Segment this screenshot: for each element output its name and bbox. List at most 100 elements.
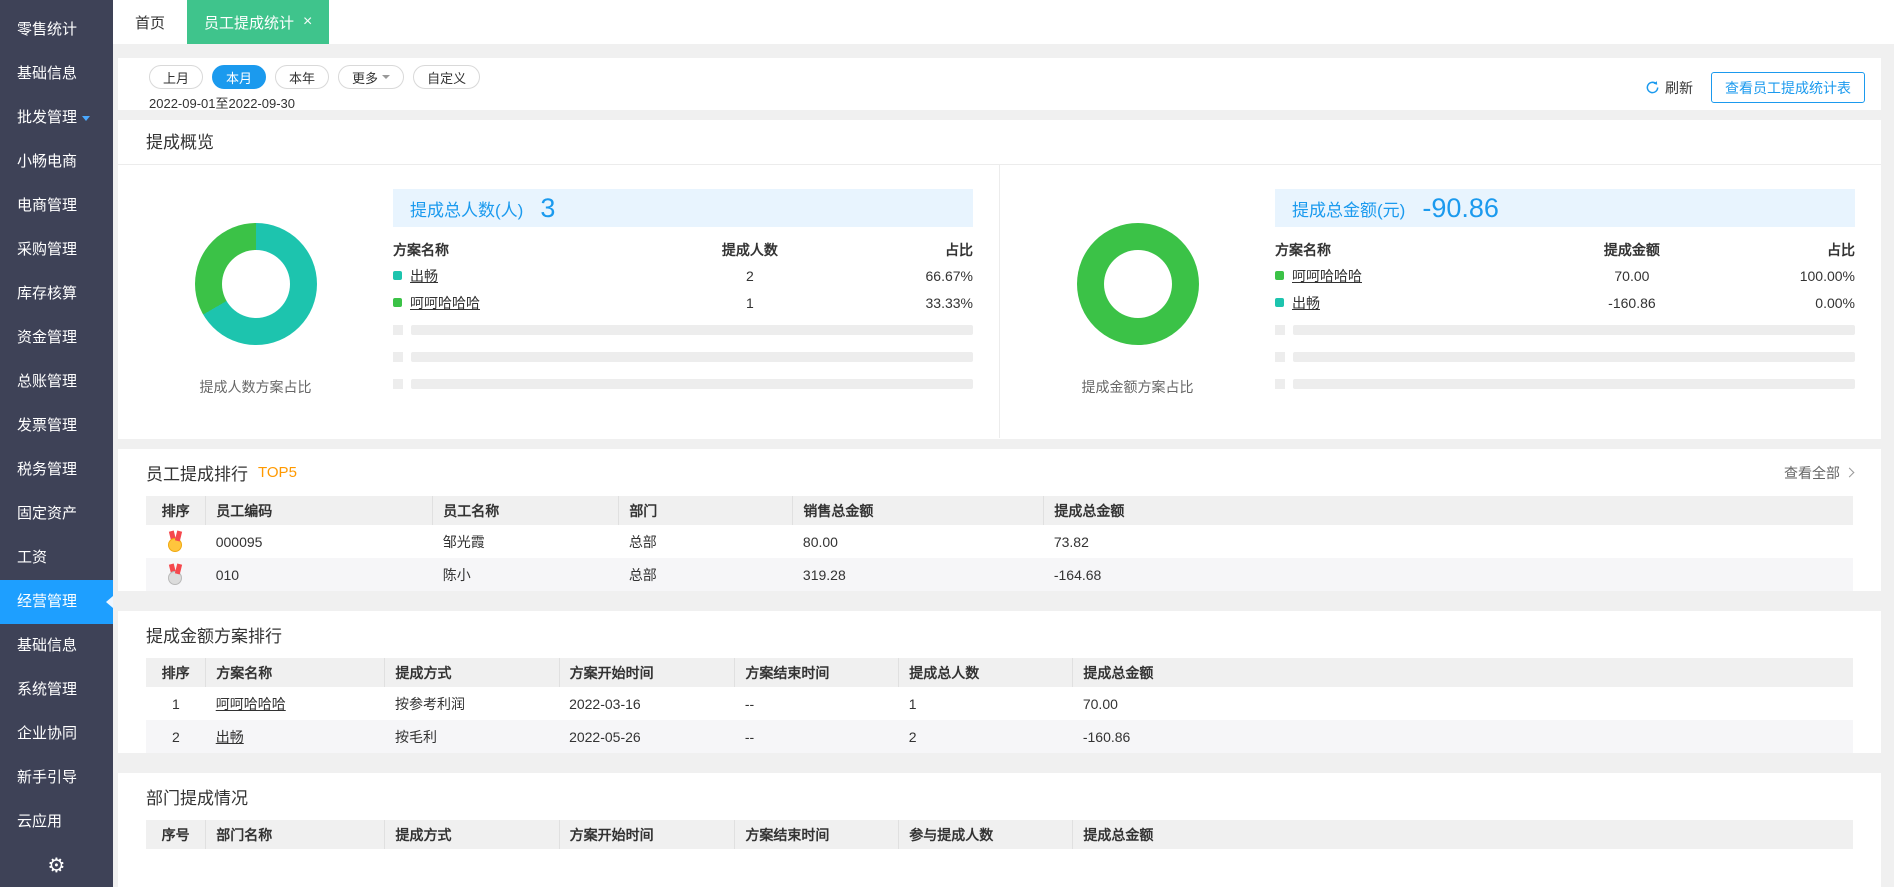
close-icon[interactable]: × [303, 13, 313, 30]
table-row: 呵呵哈哈哈 1 33.33% [393, 289, 973, 316]
plan-name-cell: 呵呵哈哈哈 [206, 687, 385, 720]
total-amount-cell: -160.86 [1072, 720, 1853, 753]
department-cell: 总部 [628, 533, 657, 550]
plan-link[interactable]: 出畅 [1292, 294, 1320, 311]
plan-name-cell: 呵呵哈哈哈 [393, 293, 676, 313]
last-month-button[interactable]: 上月 [149, 65, 204, 89]
plan-link[interactable]: 出畅 [215, 728, 244, 745]
period-buttons: 上月 本月 本年 更多 自定义 [149, 65, 481, 89]
sidebar-item-enterprise-collab[interactable]: 企业协同 [17, 725, 78, 742]
people-count-cell: 2 [746, 267, 754, 284]
more-button[interactable]: 更多 [338, 65, 405, 89]
plan-start-cell: 2022-05-26 [559, 720, 735, 753]
header-plan-end: 方案结束时间 [734, 820, 900, 849]
plan-link[interactable]: 呵呵哈哈哈 [1292, 267, 1362, 284]
plan-link[interactable]: 出畅 [410, 267, 438, 284]
employee-code-cell: 010 [205, 558, 433, 591]
sidebar-item-xiaochang-ecommerce[interactable]: 小畅电商 [17, 153, 78, 170]
silver-medal-icon [167, 564, 184, 585]
header-plan-name: 方案名称 [1275, 241, 1331, 258]
plan-ranking-title: 提成金额方案排行 [146, 627, 282, 646]
sidebar-item-funds-mgmt[interactable]: 资金管理 [17, 329, 78, 346]
view-commission-report-button[interactable]: 查看员工提成统计表 [1711, 72, 1865, 103]
total-commission-cell: 73.82 [1053, 533, 1089, 550]
date-range-text: 2022-09-01至2022-09-30 [149, 96, 295, 111]
refresh-button[interactable]: 刷新 [1645, 78, 1693, 98]
sidebar-item-tax-mgmt[interactable]: 税务管理 [17, 461, 78, 478]
refresh-label: 刷新 [1665, 79, 1693, 96]
sidebar: 零售统计 基础信息 批发管理 小畅电商 电商管理 采购管理 库存核算 资金管理 … [0, 0, 113, 887]
plan-start-cell: 2022-03-16 [569, 695, 641, 712]
header-department: 部门 [618, 496, 794, 525]
sidebar-item-inventory-accounting[interactable]: 库存核算 [17, 285, 78, 302]
amount-stat-label: 提成总金额(元) [1292, 200, 1406, 220]
skeleton-dot [393, 351, 403, 362]
plan-ranking-card: 提成金额方案排行 排序 方案名称 提成方式 方案开始时间 方案结束时间 提成总人… [118, 611, 1881, 753]
header-people-count: 提成人数 [721, 241, 778, 258]
sidebar-item-label: 批发管理 [17, 109, 78, 126]
employee-name-cell: 邹光霞 [442, 533, 485, 550]
sidebar-item-system-mgmt[interactable]: 系统管理 [17, 681, 78, 698]
tab-home[interactable]: 首页 [135, 14, 166, 32]
sidebar-item-fixed-assets[interactable]: 固定资产 [17, 505, 78, 522]
sidebar-item-payroll[interactable]: 工资 [17, 549, 48, 566]
skeleton-row [393, 370, 973, 397]
skeleton-bar [1293, 324, 1855, 335]
sidebar-item-invoice-mgmt[interactable]: 发票管理 [17, 417, 78, 434]
sidebar-item-wholesale-mgmt[interactable]: 批发管理 [0, 96, 113, 140]
active-item-arrow-icon [106, 596, 113, 608]
header-percentage: 占比 [1827, 241, 1855, 258]
total-people-cell: 1 [908, 695, 917, 712]
sidebar-item-basic-info[interactable]: 基础信息 [17, 65, 78, 82]
skeleton-bar [411, 351, 973, 362]
header-employee-name: 员工名称 [432, 496, 620, 525]
legend-dot [393, 271, 402, 280]
header-total-people: 提成总人数 [898, 658, 1074, 687]
sidebar-item-basic-info-2[interactable]: 基础信息 [17, 637, 78, 654]
this-year-button[interactable]: 本年 [275, 65, 330, 89]
table-header-row: 排序 方案名称 提成方式 方案开始时间 方案结束时间 提成总人数 提成总金额 [146, 658, 1853, 687]
refresh-icon [1646, 81, 1659, 94]
plan-link[interactable]: 呵呵哈哈哈 [215, 695, 286, 712]
plan-link[interactable]: 呵呵哈哈哈 [410, 294, 480, 311]
header-total-amount: 提成总金额 [1072, 658, 1853, 687]
percentage-cell: 66.67% [925, 267, 973, 284]
amount-cell: -160.86 [1608, 294, 1656, 311]
skeleton-row [1275, 370, 1855, 397]
plan-end-cell: -- [744, 695, 755, 712]
overview-body: 提成人数方案占比 提成总人数(人) 3 方案名称 提成人数 [118, 165, 1881, 438]
sidebar-item-general-ledger[interactable]: 总账管理 [17, 373, 78, 390]
total-sales-cell: 80.00 [802, 533, 838, 550]
sidebar-item-ecommerce-mgmt[interactable]: 电商管理 [17, 197, 78, 214]
table-row: 000095 邹光霞 总部 80.00 73.82 [146, 525, 1853, 558]
department-commission-header: 部门提成情况 [118, 773, 1881, 820]
header-employee-code: 员工编码 [205, 496, 434, 525]
sidebar-item-beginner-guide[interactable]: 新手引导 [17, 769, 78, 786]
filter-bar: 上月 本月 本年 更多 自定义 2022-09-01至2022-09-30 刷新… [118, 58, 1881, 111]
header-rank: 排序 [146, 658, 207, 687]
header-commission-method: 提成方式 [384, 658, 560, 687]
sidebar-item-retail-stats[interactable]: 零售统计 [17, 21, 78, 38]
settings-gear-icon[interactable]: ⚙ [47, 855, 66, 877]
total-people-cell: 2 [898, 720, 1073, 753]
sidebar-item-business-mgmt[interactable]: 经营管理 [0, 580, 113, 624]
skeleton-bar [1293, 351, 1855, 362]
this-month-button[interactable]: 本月 [212, 65, 267, 89]
tab-employee-commission-stats[interactable]: 员工提成统计 × [187, 0, 330, 44]
view-all-link[interactable]: 查看全部 [1784, 463, 1855, 483]
sidebar-item-purchase-mgmt[interactable]: 采购管理 [17, 241, 78, 258]
skeleton-dot [1275, 324, 1285, 335]
table-header-row: 序号 部门名称 提成方式 方案开始时间 方案结束时间 参与提成人数 提成总金额 [146, 820, 1853, 849]
custom-range-button[interactable]: 自定义 [413, 65, 481, 89]
skeleton-dot [393, 324, 403, 335]
skeleton-dot [1275, 351, 1285, 362]
header-department-name: 部门名称 [205, 820, 386, 849]
plan-end-cell: -- [734, 720, 899, 753]
tab-label: 员工提成统计 [204, 14, 295, 32]
skeleton-row [1275, 343, 1855, 370]
overview-title: 提成概览 [118, 120, 1881, 165]
sidebar-item-cloud-apps[interactable]: 云应用 [17, 813, 63, 830]
amount-overview-panel: 提成金额方案占比 提成总金额(元) -90.86 方案名称 提成金额 [999, 165, 1881, 438]
header-percentage: 占比 [945, 241, 973, 258]
view-all-label: 查看全部 [1784, 464, 1840, 481]
